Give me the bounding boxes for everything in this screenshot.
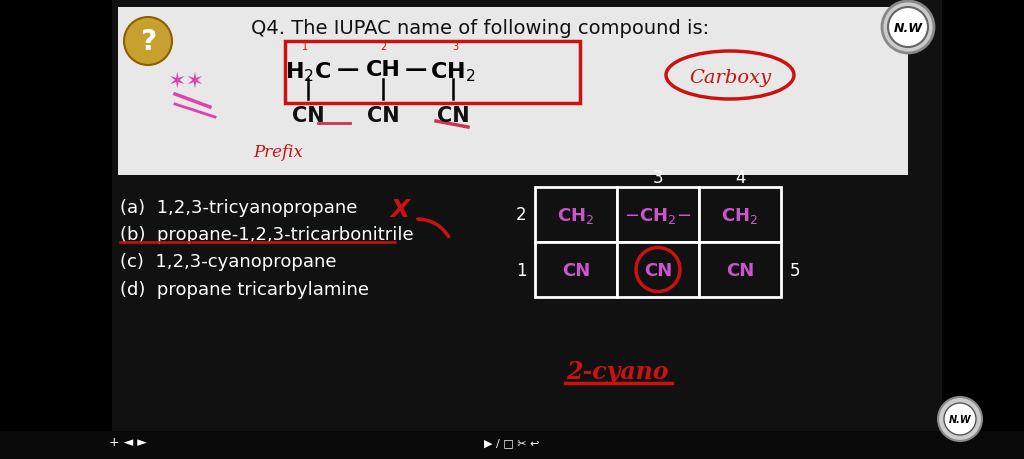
Text: 2: 2 (380, 42, 386, 52)
Text: 4: 4 (735, 168, 745, 187)
Text: (c)  1,2,3-cyanopropane: (c) 1,2,3-cyanopropane (120, 252, 337, 270)
Text: Prefix: Prefix (253, 143, 303, 160)
Text: CH: CH (366, 60, 400, 80)
Text: X: X (390, 197, 410, 222)
Text: CN: CN (292, 106, 325, 126)
Bar (118, 8, 908, 176)
Text: 2: 2 (516, 206, 526, 224)
Text: (d)  propane tricarbylamine: (d) propane tricarbylamine (120, 280, 369, 298)
Text: ✶✶: ✶✶ (168, 72, 206, 92)
Text: Carboxy: Carboxy (689, 69, 771, 87)
Bar (699, 242, 781, 297)
Text: —: — (404, 60, 427, 80)
Text: 3: 3 (452, 42, 458, 52)
Text: 2-cyano: 2-cyano (565, 359, 669, 383)
Circle shape (944, 403, 976, 435)
Bar (617, 242, 699, 297)
Text: Q4. The IUPAC name of following compound is:: Q4. The IUPAC name of following compound… (251, 18, 709, 38)
Text: (b)  propane-1,2,3-tricarbonitrile: (b) propane-1,2,3-tricarbonitrile (120, 225, 414, 243)
Circle shape (124, 18, 172, 66)
Text: CH$_2$: CH$_2$ (430, 60, 476, 84)
Bar (0, 0, 112, 459)
Text: —: — (337, 60, 359, 80)
Text: ▶ / □ ✂ ↩: ▶ / □ ✂ ↩ (484, 437, 540, 447)
Text: 5: 5 (790, 261, 800, 279)
Bar (0, 431, 1024, 459)
Circle shape (888, 8, 928, 48)
Text: 3: 3 (652, 168, 664, 187)
Text: N.W: N.W (948, 414, 972, 424)
Text: ?: ? (140, 28, 156, 56)
Bar (699, 188, 781, 242)
Text: (a)  1,2,3-tricyanopropane: (a) 1,2,3-tricyanopropane (120, 199, 357, 217)
Text: CN: CN (562, 261, 590, 279)
Bar (617, 188, 699, 242)
Bar (285, 42, 580, 104)
Text: CH$_2$: CH$_2$ (557, 205, 595, 225)
Text: N.W: N.W (894, 22, 923, 34)
Bar (535, 242, 617, 297)
Bar (942, 0, 1024, 459)
Circle shape (938, 397, 982, 441)
Text: + ◄ ►: + ◄ ► (110, 436, 146, 448)
Circle shape (882, 2, 934, 54)
Text: 1: 1 (302, 42, 308, 52)
Text: H$_2$C: H$_2$C (285, 60, 331, 84)
Text: CN: CN (726, 261, 754, 279)
Text: 1: 1 (516, 261, 526, 279)
Text: CN: CN (644, 261, 672, 279)
Text: $-$CH$_2$$-$: $-$CH$_2$$-$ (625, 205, 691, 225)
Text: CH$_2$: CH$_2$ (721, 205, 759, 225)
Text: CN: CN (436, 106, 469, 126)
Text: CN: CN (367, 106, 399, 126)
Bar (535, 188, 617, 242)
